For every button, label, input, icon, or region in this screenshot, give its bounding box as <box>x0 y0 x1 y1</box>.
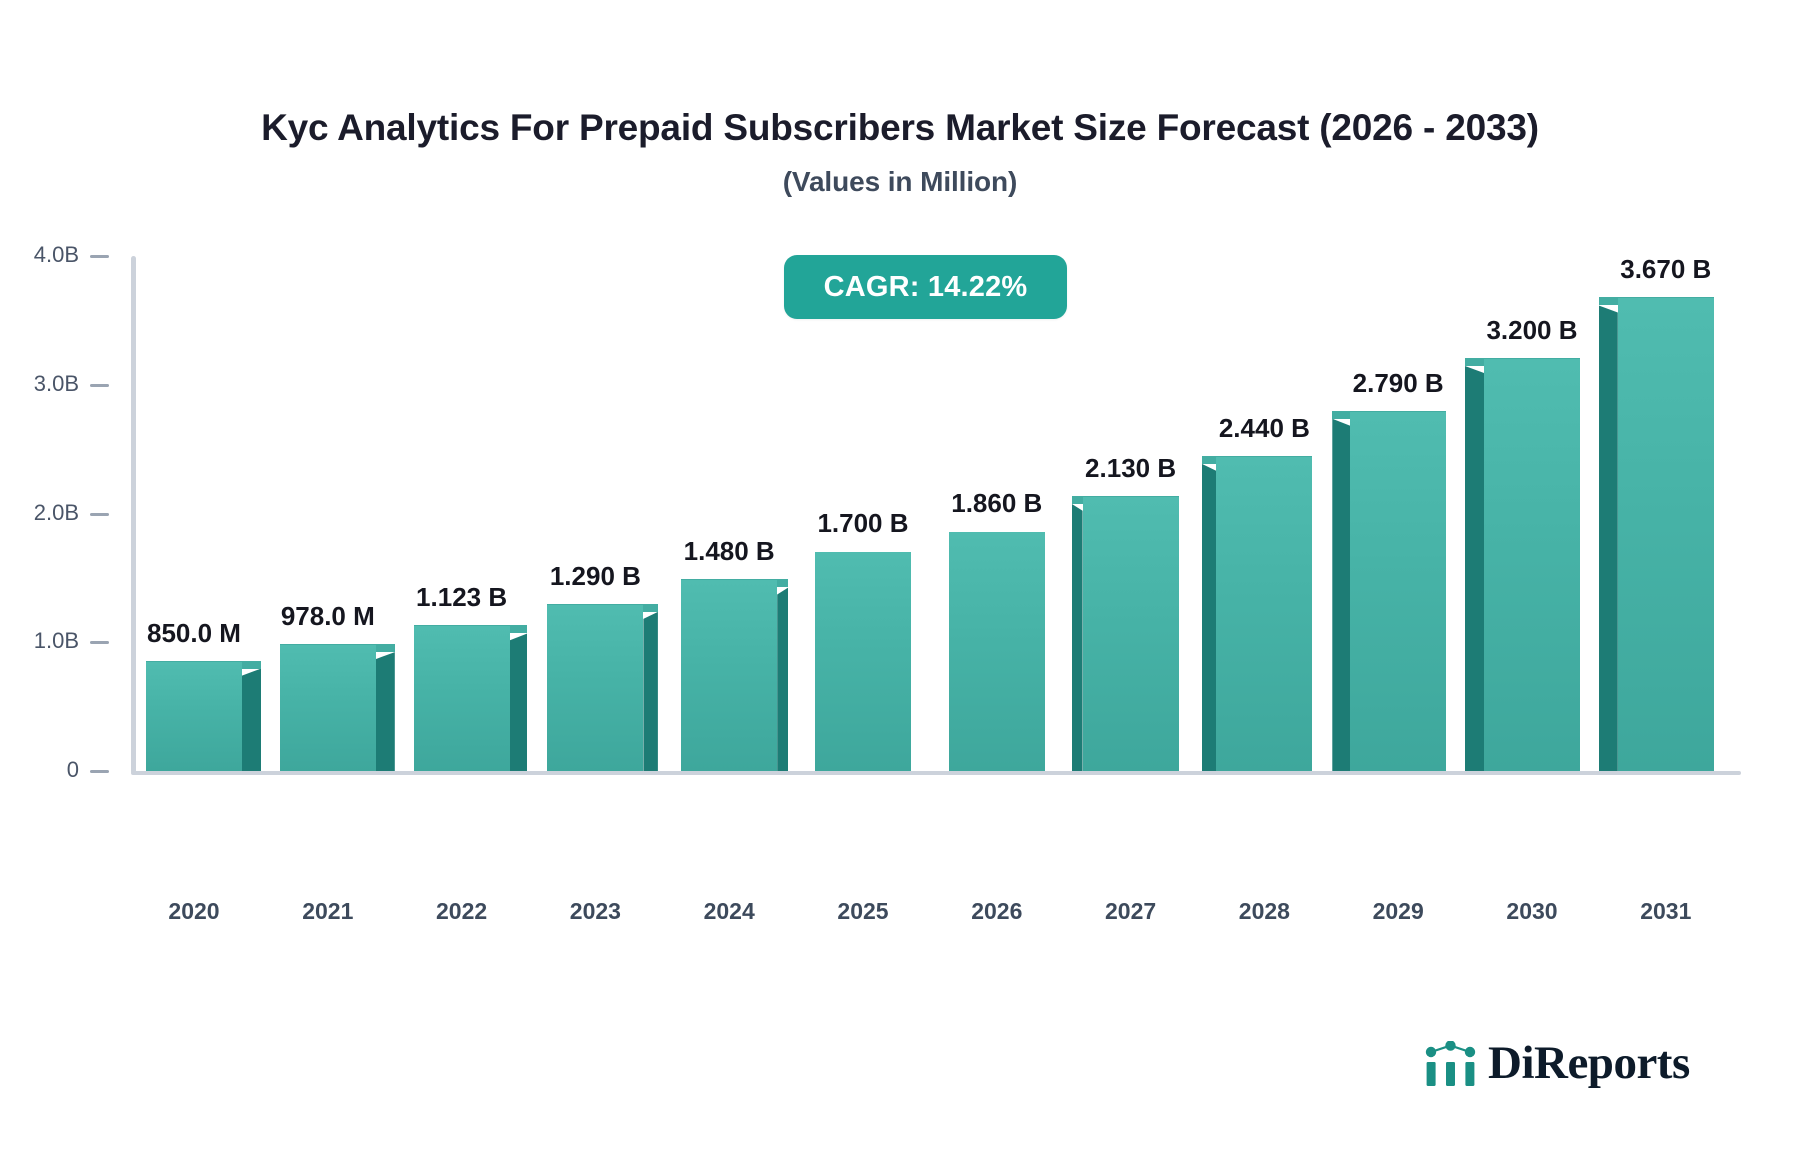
bar-side-face <box>242 668 261 771</box>
y-axis-line <box>131 256 136 774</box>
x-axis-tick-label: 2024 <box>703 898 755 924</box>
y-axis-tick-label: 1.0B <box>33 628 79 654</box>
bar-value-label: 1.290 B <box>549 560 641 591</box>
bar-value-label: 3.200 B <box>1486 315 1578 345</box>
x-axis-tick-label: 2026 <box>971 898 1023 924</box>
bar-2025 <box>815 552 911 771</box>
bar-front-face <box>681 580 778 771</box>
x-axis-tick-label: 2030 <box>1506 898 1558 924</box>
title-block: Kyc Analytics For Prepaid Subscribers Ma… <box>0 107 1800 198</box>
bar-side-face <box>1201 463 1217 771</box>
y-axis-tick-label: 2.0B <box>33 499 79 525</box>
x-axis-tick-label: 2020 <box>168 898 220 924</box>
bar-2020 <box>146 660 261 771</box>
x-axis-tick-label: 2028 <box>1238 898 1290 924</box>
bar-value-label: 850.0 M <box>147 617 241 648</box>
bar-value-label: 2.440 B <box>1218 412 1310 443</box>
x-axis-tick-label: 2023 <box>569 898 621 924</box>
x-axis-tick-label: 2021 <box>302 898 354 924</box>
bar-2022 <box>413 625 528 771</box>
bar-side-face <box>777 587 789 771</box>
bar-value-label: 1.480 B <box>683 536 775 567</box>
bar-front-face <box>1484 359 1580 771</box>
bar-side-face <box>643 611 658 771</box>
bar-value-label: 1.123 B <box>416 582 508 613</box>
bar-2023 <box>547 603 658 771</box>
bar-front-face <box>815 552 911 771</box>
bar-2030 <box>1465 358 1580 771</box>
y-axis-tick-label: 3.0B <box>33 370 79 396</box>
x-axis-tick-label: 2029 <box>1372 898 1424 924</box>
bar-front-face <box>948 531 1045 771</box>
y-axis-tick-mark <box>90 641 109 645</box>
bar-side-face <box>375 652 395 771</box>
bar-2024 <box>681 579 789 771</box>
bar-2026 <box>948 531 1045 771</box>
bar-front-face <box>1350 411 1447 771</box>
bar-front-face <box>1216 456 1313 771</box>
bar-2021 <box>279 644 395 771</box>
bar-value-label: 2.130 B <box>1085 452 1177 483</box>
bar-2031 <box>1598 297 1714 771</box>
page-title: Kyc Analytics For Prepaid Subscribers Ma… <box>261 107 1539 148</box>
bar-side-face <box>1465 366 1484 771</box>
y-axis-tick-mark <box>90 383 109 387</box>
bar-front-face <box>279 645 376 771</box>
x-axis-tick-label: 2031 <box>1640 898 1692 924</box>
bar-value-label: 1.860 B <box>951 487 1043 518</box>
y-axis-tick-mark <box>90 255 109 258</box>
bar-side-face <box>509 633 528 771</box>
bar-front-face <box>1617 298 1714 771</box>
bar-side-face <box>1332 418 1351 771</box>
cagr-badge-label: CAGR: 14.22% <box>823 270 1028 303</box>
x-axis-tick-label: 2027 <box>1105 898 1157 924</box>
bar-2028 <box>1201 455 1313 771</box>
x-axis-tick-label: 2022 <box>436 898 488 924</box>
bar-front-face <box>146 661 242 771</box>
chart-subtitle: (Values in Million) <box>782 165 1018 197</box>
bar-front-face <box>547 604 644 771</box>
cagr-badge: CAGR: 14.22% <box>784 255 1067 319</box>
bar-front-face <box>1082 496 1179 771</box>
direports-logo: DiReports <box>1424 1040 1690 1087</box>
bar-value-label: 2.790 B <box>1352 367 1444 398</box>
x-axis-line <box>131 771 1741 775</box>
logo-wordmark: DiReports <box>1488 1037 1690 1089</box>
bar-value-label: 1.700 B <box>817 508 909 539</box>
bar-2027 <box>1071 495 1179 771</box>
y-axis-tick-label: 4.0B <box>33 242 79 267</box>
bar-side-face <box>1598 305 1618 771</box>
y-axis-tick-label: 0 <box>66 757 79 782</box>
bar-front-face <box>413 626 510 771</box>
bar-2029 <box>1332 410 1447 771</box>
bar-value-label: 978.0 M <box>280 601 375 632</box>
bar-side-face <box>1071 503 1083 771</box>
y-axis-tick-mark <box>90 770 109 773</box>
bar-chart-logo-icon <box>1425 1040 1476 1086</box>
x-axis-tick-label: 2025 <box>837 898 889 924</box>
bar-value-label: 3.670 B <box>1620 254 1712 285</box>
y-axis-tick-mark <box>90 512 109 516</box>
